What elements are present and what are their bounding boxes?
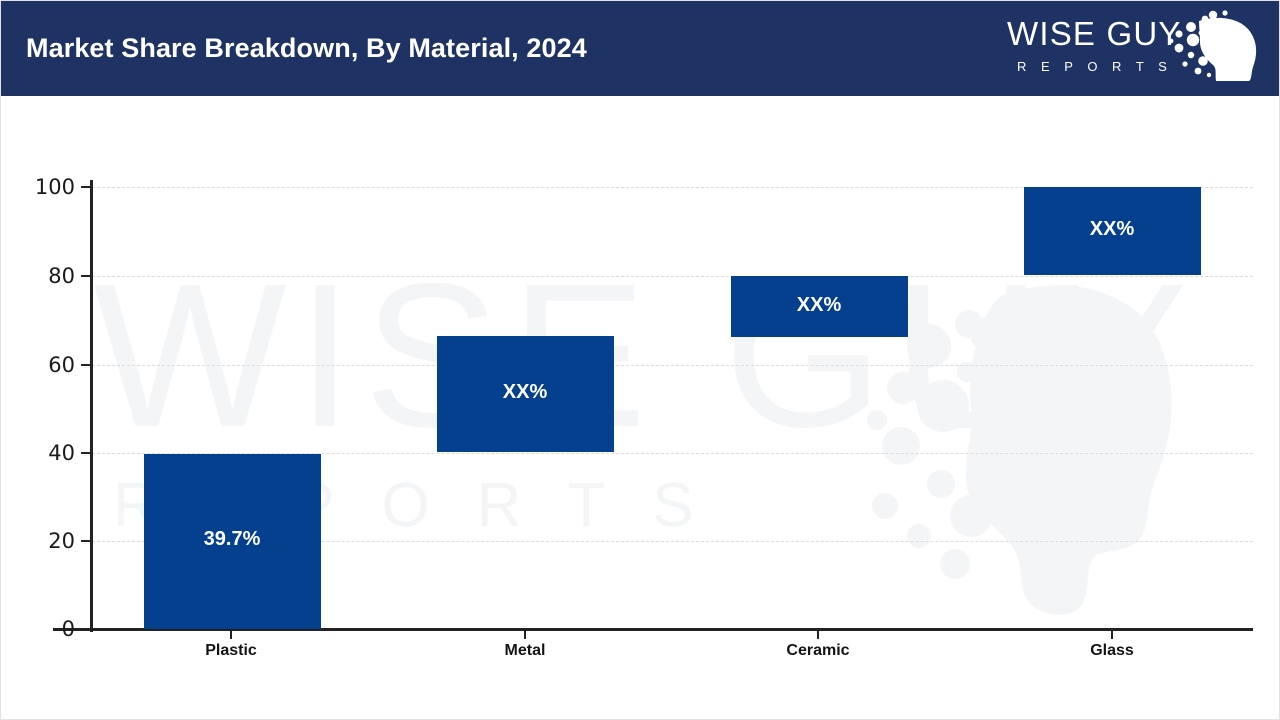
logo-svg: WISE GUY R E P O R T S xyxy=(1007,10,1257,81)
gridline-80 xyxy=(92,276,1253,277)
bar-plastic[interactable]: 39.7% xyxy=(143,453,321,629)
y-tick-mark-20 xyxy=(81,540,91,543)
y-axis-spine xyxy=(90,180,93,632)
x-axis-label-ceramic: Ceramic xyxy=(786,642,850,659)
y-tick-label-20: 20 xyxy=(48,529,75,553)
chart-axes: 100 80 60 40 20 0 Plastic Metal Ceramic … xyxy=(1,96,1279,719)
gridline-60 xyxy=(92,365,1253,366)
logo-head-icon xyxy=(1168,10,1257,81)
bar-ceramic[interactable]: XX% xyxy=(730,276,908,338)
logo-wordmark-secondary: R E P O R T S xyxy=(1017,59,1172,74)
y-tick-label-60: 60 xyxy=(48,353,75,377)
x-axis-label-plastic: Plastic xyxy=(205,642,257,659)
x-tick-mark-glass xyxy=(1111,630,1114,639)
gridline-20 xyxy=(92,541,1253,542)
y-tick-label-80: 80 xyxy=(48,264,75,288)
y-tick-mark-60 xyxy=(81,364,91,367)
bar-value-label-plastic: 39.7% xyxy=(203,528,261,551)
bar-value-label-ceramic: XX% xyxy=(796,293,842,316)
y-tick-mark-100 xyxy=(81,186,91,189)
wiseguy-reports-logo: WISE GUY R E P O R T S xyxy=(1003,9,1275,89)
y-tick-label-0: 0 xyxy=(61,617,75,641)
bar-glass[interactable]: XX% xyxy=(1023,187,1201,276)
bar-value-label-metal: XX% xyxy=(502,381,548,404)
chart-plot-area: WISE GUY REPORTS xyxy=(1,96,1279,719)
y-tick-mark-80 xyxy=(81,275,91,278)
gridline-40 xyxy=(92,453,1253,454)
logo-wordmark-primary: WISE GUY xyxy=(1007,15,1182,52)
bar-metal[interactable]: XX% xyxy=(436,335,614,453)
x-axis-label-glass: Glass xyxy=(1090,642,1134,659)
chart-bars: 39.7% XX% XX% XX% xyxy=(1,96,1279,719)
y-tick-label-100: 100 xyxy=(34,175,75,199)
x-axis-label-metal: Metal xyxy=(504,642,546,659)
y-tick-mark-40 xyxy=(81,452,91,455)
x-tick-mark-plastic xyxy=(230,630,233,639)
x-axis-spine xyxy=(53,628,1253,631)
page-header: Market Share Breakdown, By Material, 202… xyxy=(1,1,1279,96)
gridline-100 xyxy=(92,187,1253,188)
bar-value-label-glass: XX% xyxy=(1089,218,1135,241)
x-tick-mark-metal xyxy=(524,630,527,639)
y-tick-mark-0 xyxy=(81,628,91,631)
x-tick-mark-ceramic xyxy=(817,630,820,639)
page-title: Market Share Breakdown, By Material, 202… xyxy=(26,33,587,63)
y-tick-label-40: 40 xyxy=(48,441,75,465)
